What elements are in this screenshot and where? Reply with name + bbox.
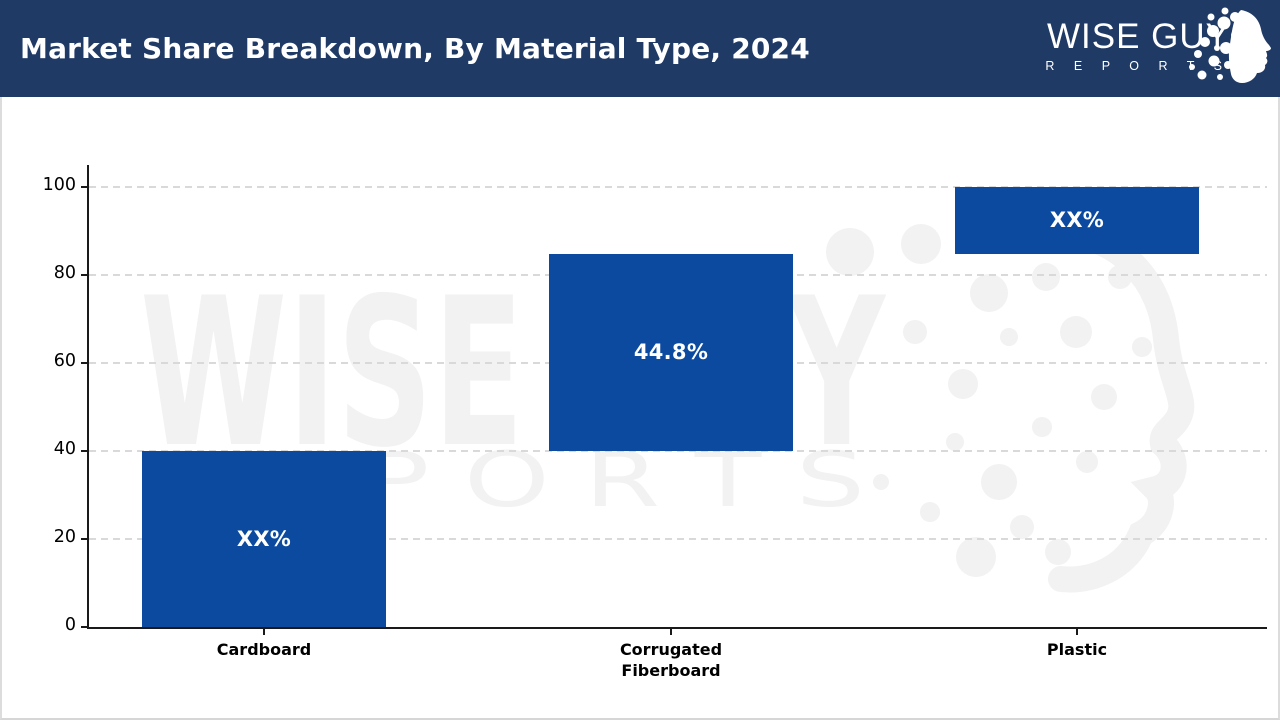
category-label: Cardboard <box>216 640 312 659</box>
page-title: Market Share Breakdown, By Material Type… <box>20 32 810 65</box>
brand-logo-text: WISE GUY R E P O R T S <box>1042 17 1230 74</box>
y-axis-line <box>87 165 89 629</box>
y-axis-tick-label: 60 <box>53 351 76 371</box>
bar-value-label: XX% <box>1049 208 1105 233</box>
face-profile-icon <box>1189 7 1271 83</box>
y-axis-tick <box>81 186 87 188</box>
gridline-40 <box>89 450 1267 452</box>
y-axis-tick <box>81 362 87 364</box>
y-axis-tick <box>81 450 87 452</box>
bar-corrugated-fiberboard: 44.8% <box>549 253 793 451</box>
x-axis-line <box>87 627 1267 629</box>
header-bar: Market Share Breakdown, By Material Type… <box>0 0 1280 97</box>
y-axis-tick-label: 20 <box>53 527 76 547</box>
category-label: Plastic <box>1046 640 1108 659</box>
gridline-100 <box>89 186 1267 188</box>
bar-cardboard: XX% <box>142 451 386 627</box>
y-axis-tick-label: 0 <box>64 615 76 635</box>
brand-name: WISE GUY <box>1046 17 1230 56</box>
y-axis-tick-label: 100 <box>42 175 76 195</box>
x-axis-tick <box>1076 629 1078 635</box>
y-axis-tick-label: 40 <box>53 439 76 459</box>
bar-value-label: 44.8% <box>633 340 709 365</box>
bar-plastic: XX% <box>955 187 1199 254</box>
y-axis-tick <box>81 538 87 540</box>
y-axis-tick-label: 80 <box>53 263 76 283</box>
category-label: Corrugated Fiberboard <box>619 640 723 680</box>
x-axis-tick <box>263 629 265 635</box>
brand-logo: WISE GUY R E P O R T S <box>1022 4 1272 94</box>
y-axis-tick <box>81 626 87 628</box>
brand-subtitle: R E P O R T S <box>1045 59 1230 73</box>
bar-value-label: XX% <box>236 527 292 551</box>
y-axis-tick <box>81 274 87 276</box>
x-axis-tick <box>670 629 672 635</box>
gridline-20 <box>89 538 1267 540</box>
